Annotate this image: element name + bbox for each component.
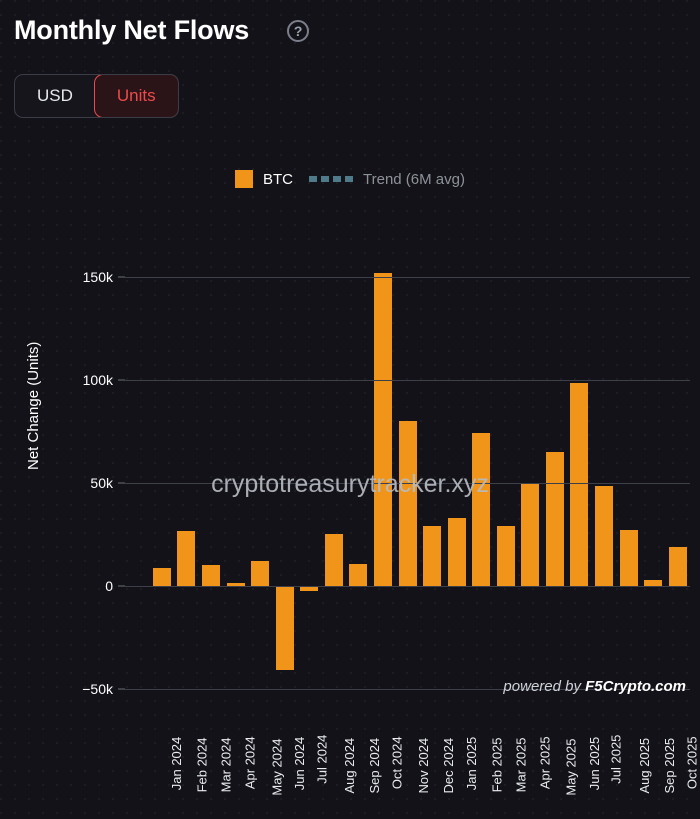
y-tick-mark — [118, 276, 125, 278]
x-tick-label: Oct 2024 — [389, 736, 405, 790]
bar[interactable] — [251, 561, 270, 586]
x-tick-label: Apr 2024 — [242, 736, 258, 790]
x-tick-label: Jan 2024 — [169, 736, 185, 791]
toggle-usd-button[interactable]: USD — [15, 75, 95, 117]
legend-item-btc[interactable]: BTC — [235, 170, 293, 188]
x-tick-label: Nov 2024 — [415, 737, 431, 794]
x-tick-label: Jul 2024 — [314, 734, 330, 784]
bar[interactable] — [644, 579, 663, 586]
bar[interactable] — [349, 564, 368, 586]
bar[interactable] — [373, 272, 392, 586]
bar[interactable] — [545, 451, 564, 586]
y-tick-label: 50k — [90, 474, 113, 491]
x-tick-label: Mar 2024 — [218, 737, 234, 793]
gridline — [125, 277, 690, 279]
bar[interactable] — [275, 585, 294, 671]
legend-swatch-icon — [235, 170, 253, 188]
x-tick-label: Jun 2024 — [291, 736, 307, 791]
x-tick-label: Aug 2025 — [636, 737, 652, 794]
bar[interactable] — [398, 421, 417, 586]
x-tick-label: Jun 2025 — [586, 736, 602, 791]
bar[interactable] — [619, 530, 638, 586]
chart-legend: BTC Trend (6M avg) — [0, 170, 700, 188]
gridline — [125, 688, 690, 690]
bar[interactable] — [423, 526, 442, 586]
legend-label-btc: BTC — [263, 170, 293, 188]
y-tick-label: 150k — [82, 269, 113, 286]
bar[interactable] — [595, 485, 614, 586]
bar-series — [125, 240, 690, 703]
x-tick-label: Dec 2024 — [440, 737, 456, 794]
bar[interactable] — [324, 534, 343, 586]
y-tick-mark — [118, 379, 125, 381]
y-axis-ticks: 150k 100k 50k 0 −50k — [0, 240, 125, 703]
bar[interactable] — [226, 582, 245, 586]
bar[interactable] — [570, 383, 589, 586]
question-mark-circle-icon[interactable]: ? — [287, 20, 310, 42]
gridline — [125, 482, 690, 484]
x-tick-label: Aug 2024 — [342, 737, 358, 794]
legend-label-trend: Trend (6M avg) — [363, 170, 465, 188]
bar[interactable] — [201, 565, 220, 586]
unit-toggle-group[interactable]: USD Units — [14, 74, 179, 118]
toggle-units-button[interactable]: Units — [93, 75, 178, 117]
bar[interactable] — [152, 568, 171, 586]
y-tick-label: 100k — [82, 371, 113, 388]
x-tick-label: Jul 2025 — [609, 734, 625, 784]
x-tick-label: May 2025 — [563, 738, 579, 796]
gridline — [125, 379, 690, 381]
plot-area — [125, 240, 690, 703]
bar[interactable] — [447, 517, 466, 586]
page-header: Monthly Net Flows ? — [14, 8, 686, 52]
x-tick-label: Sep 2024 — [366, 737, 382, 794]
y-tick-label: −50k — [82, 680, 113, 697]
x-tick-label: Feb 2025 — [489, 737, 505, 793]
x-tick-label: Sep 2025 — [661, 737, 677, 794]
bar[interactable] — [472, 433, 491, 586]
bar[interactable] — [496, 526, 515, 586]
bar[interactable] — [521, 482, 540, 586]
y-tick-label: 0 — [105, 577, 113, 594]
x-tick-label: Mar 2025 — [513, 737, 529, 793]
bar[interactable] — [668, 546, 687, 586]
x-tick-label: Jan 2025 — [463, 736, 479, 791]
bar[interactable] — [177, 531, 196, 586]
legend-item-trend[interactable]: Trend (6M avg) — [309, 171, 465, 188]
x-tick-label: Oct 2025 — [684, 736, 700, 790]
dashed-line-icon — [309, 176, 353, 182]
gridline — [125, 585, 690, 587]
y-tick-mark — [118, 482, 125, 484]
y-tick-mark — [118, 688, 125, 690]
x-axis-labels: Jan 2024 Feb 2024 Mar 2024 Apr 2024 May 2024… — [125, 706, 699, 816]
x-tick-label: Feb 2024 — [194, 737, 210, 793]
page-title: Monthly Net Flows — [14, 14, 250, 45]
x-tick-label: May 2024 — [269, 738, 285, 796]
x-tick-label: Apr 2025 — [537, 736, 553, 790]
y-tick-mark — [118, 585, 125, 587]
bar[interactable] — [300, 585, 319, 592]
